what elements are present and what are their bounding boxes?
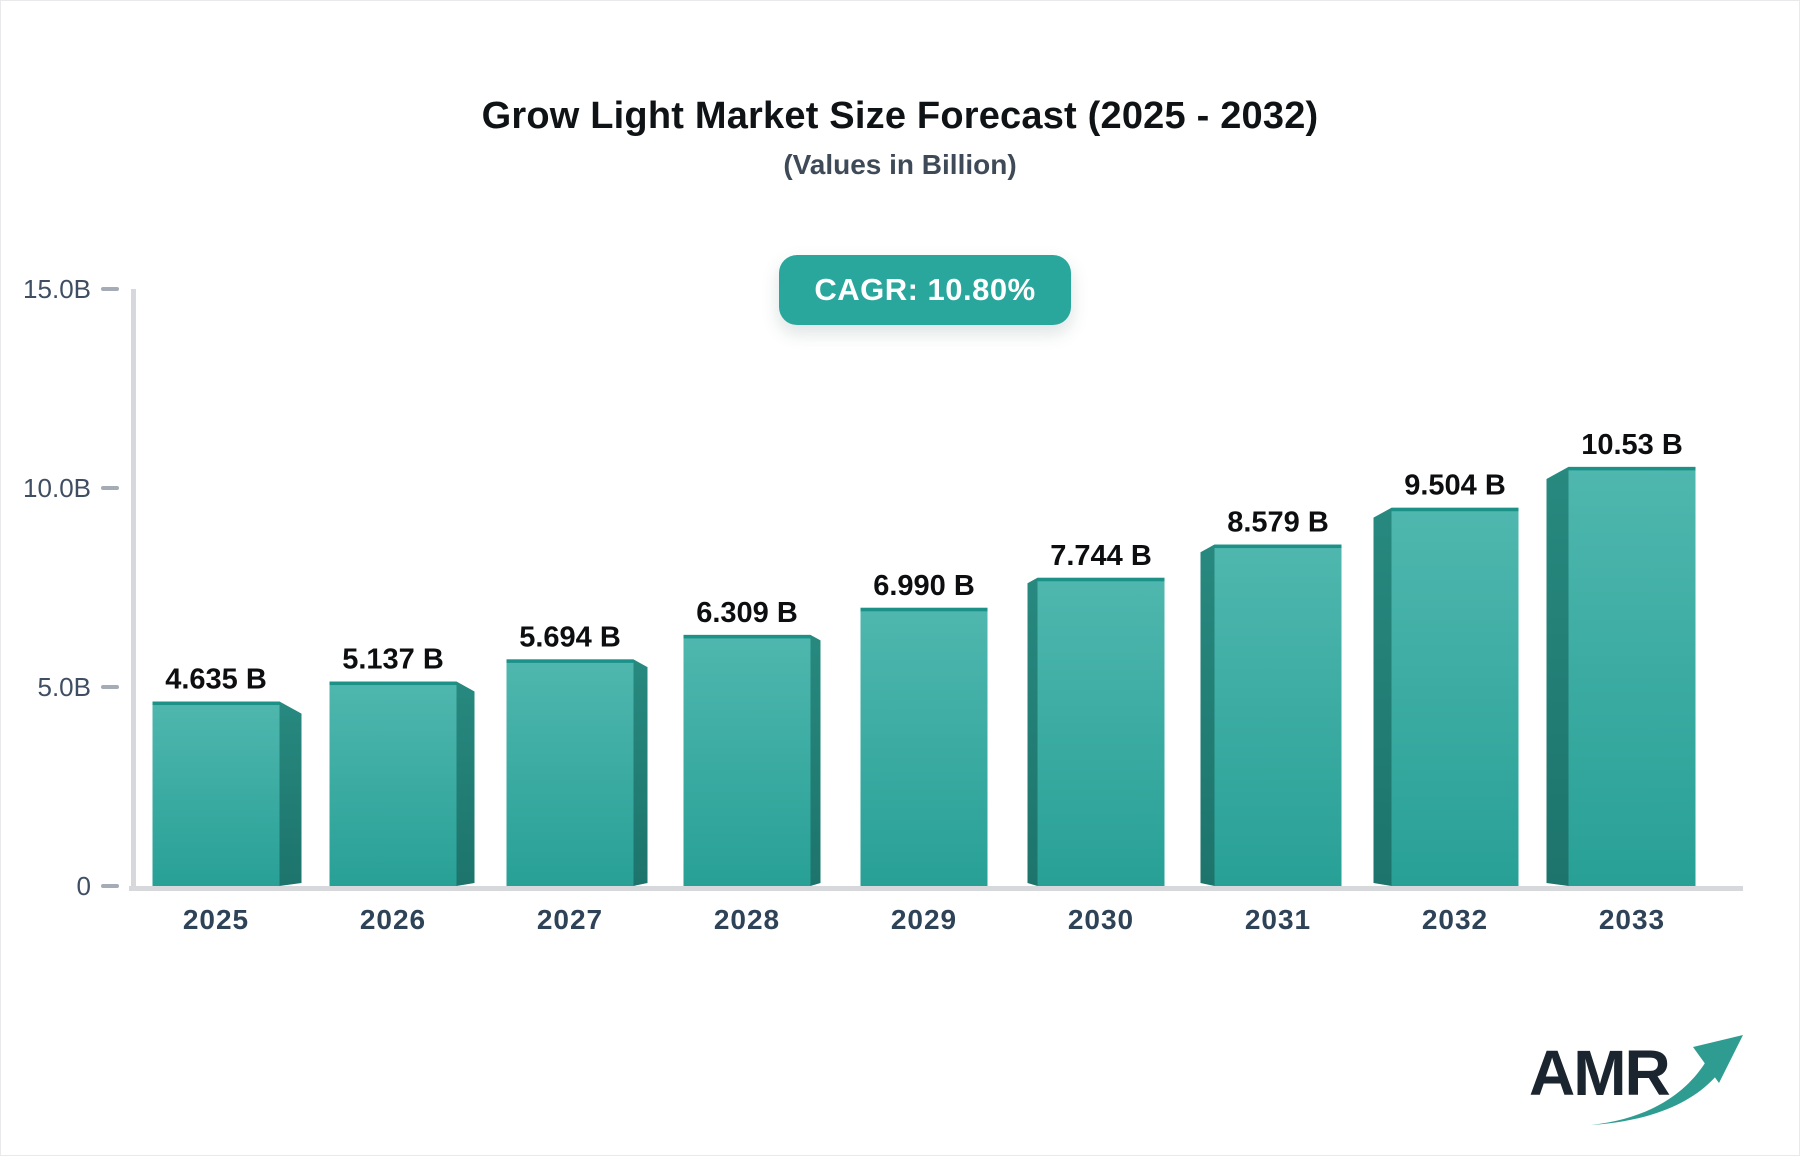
y-tick-label: 5.0B [38, 672, 92, 702]
bar-value-label: 5.694 B [519, 621, 621, 653]
bar-side-face [1373, 507, 1392, 886]
bar-top-edge [1037, 577, 1165, 582]
bar-side-face [279, 701, 302, 886]
bar-value-label: 5.137 B [342, 644, 444, 676]
bar-side-face [810, 634, 821, 886]
bar-2026 [329, 681, 475, 886]
bar-2028 [683, 634, 821, 886]
bar-front-face [1391, 507, 1519, 886]
bar-front-face [1214, 544, 1342, 886]
bar-front-face [329, 681, 457, 886]
y-tick-label: 15.0B [23, 274, 91, 304]
bar-top-edge [860, 607, 988, 612]
bar-side-face [456, 681, 475, 886]
bar-top-edge [1391, 507, 1519, 512]
cagr-badge: CAGR: 10.80% [779, 255, 1071, 325]
bar-front-face [506, 659, 634, 886]
x-tick-label: 2033 [1599, 904, 1665, 935]
bar-top-edge [1568, 466, 1696, 471]
bar-side-face [1027, 577, 1038, 886]
bar-2025 [152, 701, 302, 886]
y-tick-dash [101, 287, 119, 291]
y-tick-dash [101, 685, 119, 689]
bar-value-label: 7.744 B [1050, 540, 1152, 572]
cagr-badge-label: CAGR: 10.80% [814, 272, 1036, 307]
bar-value-label: 6.990 B [873, 570, 975, 602]
bar-2027 [506, 659, 648, 886]
bar-side-face [1200, 544, 1215, 886]
bar-value-label: 6.309 B [696, 597, 798, 629]
bar-front-face [860, 607, 988, 886]
bar-top-edge [152, 701, 280, 706]
x-tick-label: 2029 [891, 904, 957, 935]
amr-logo: AMR [1529, 1029, 1743, 1139]
x-tick-label: 2027 [537, 904, 603, 935]
x-tick-label: 2032 [1422, 904, 1488, 935]
bar-value-label: 10.53 B [1581, 429, 1683, 461]
y-tick-label: 0 [77, 871, 91, 901]
bar-front-face [1037, 577, 1165, 886]
axes [101, 287, 1743, 891]
bars-group [152, 466, 1696, 886]
bar-side-face [1546, 466, 1569, 886]
bar-front-face [1568, 466, 1696, 886]
bar-top-edge [1214, 544, 1342, 549]
bar-value-label: 8.579 B [1227, 507, 1329, 539]
chart-title: Grow Light Market Size Forecast (2025 - … [481, 95, 1319, 137]
bar-front-face [152, 701, 280, 886]
bar-top-edge [683, 634, 811, 639]
bar-2030 [1027, 577, 1165, 886]
growth-arrow-icon [1591, 1035, 1743, 1125]
y-axis-line [131, 289, 136, 891]
bar-side-face [633, 659, 648, 886]
bar-top-edge [329, 681, 457, 686]
bar-2032 [1373, 507, 1519, 886]
x-tick-label: 2025 [183, 904, 249, 935]
labels-group: 15.0B 10.0B 5.0B 0 4.635 B 2025 5.137 B 2026 5.6… [23, 274, 1683, 935]
chart-subtitle: (Values in Billion) [783, 149, 1017, 180]
y-tick-label: 10.0B [23, 473, 91, 503]
y-tick-dash [101, 884, 119, 888]
bar-top-edge [506, 659, 634, 663]
x-tick-label: 2030 [1068, 904, 1134, 935]
x-tick-label: 2026 [360, 904, 426, 935]
bar-front-face [683, 634, 811, 886]
bar-2029 [860, 607, 988, 886]
bar-value-label: 9.504 B [1404, 470, 1506, 502]
bar-value-label: 4.635 B [165, 664, 267, 696]
bar-2031 [1200, 544, 1342, 886]
bar-2033 [1546, 466, 1696, 886]
x-tick-label: 2031 [1245, 904, 1311, 935]
amr-logo-text: AMR [1529, 1037, 1671, 1109]
y-tick-dash [101, 486, 119, 490]
x-tick-label: 2028 [714, 904, 780, 935]
x-axis-line [129, 886, 1743, 891]
